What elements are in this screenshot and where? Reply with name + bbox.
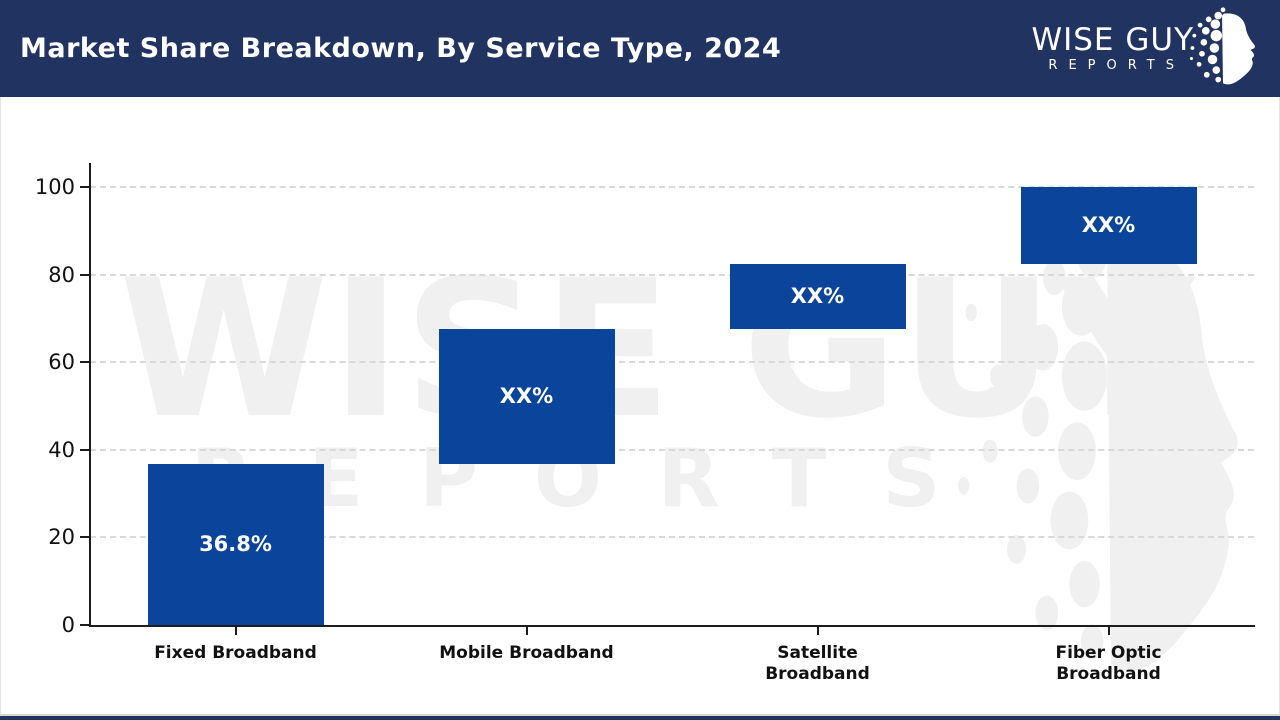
gridline-40 [90,448,1254,451]
bar-satellite-broadband: XX% [729,263,906,329]
y-tick-mark [80,186,89,188]
gridline-80 [90,273,1254,276]
logo-wordmark-line2: REPORTS [1048,57,1186,73]
gridline-20 [90,536,1254,539]
x-tick-mark [234,627,237,635]
footer-divider [0,714,1280,716]
x-axis [89,625,1255,627]
bar-value-label: XX% [790,284,845,309]
bar-mobile-broadband: XX% [438,328,615,464]
gridline-100 [90,186,1254,188]
x-category-label: Mobile Broadband [407,643,647,664]
x-category-label-line: Satellite [777,643,858,663]
gridline-60 [90,361,1254,364]
y-tick-mark [80,536,89,539]
bar-fiber-optic-broadband: XX% [1020,187,1197,264]
header: Market Share Breakdown, By Service Type,… [0,0,1280,97]
x-category-label-line: Mobile Broadband [439,643,614,663]
y-tick-label: 20 [48,525,75,550]
page-title: Market Share Breakdown, By Service Type,… [20,33,782,64]
y-tick-mark [80,624,89,626]
x-category-label: Satellite Broadband [698,643,938,685]
footer-bar [0,716,1280,720]
x-category-label-line: Fiber Optic [1055,643,1162,663]
bar-fixed-broadband: 36.8% [147,463,324,625]
wise-guy-logo: WISE GUY REPORTS [1031,6,1266,92]
x-category-label-line: Broadband [765,664,870,684]
x-tick-mark [816,627,819,635]
y-tick-label: 80 [48,262,75,287]
y-tick-mark [80,448,89,451]
chart-area: WISE GUY REPORTS 36.8% XX% XX% XX% 0 20 40 60 8… [0,97,1280,714]
x-category-label-line: Broadband [1056,664,1161,684]
bar-value-label: XX% [1081,213,1136,238]
y-tick-mark [80,361,89,364]
logo-wordmark: WISE GUY REPORTS [1031,24,1194,73]
logo-wordmark-line1: WISE GUY [1031,22,1194,59]
plot: 36.8% XX% XX% XX% [90,186,1254,625]
x-category-label: Fiber Optic Broadband [989,643,1229,685]
y-tick-label: 0 [61,613,75,637]
y-tick-label: 40 [48,437,75,462]
x-tick-mark [525,627,528,635]
x-tick-mark [1107,627,1110,635]
y-tick-mark [80,273,89,276]
x-category-label: Fixed Broadband [116,643,356,664]
bar-value-label: XX% [499,384,554,409]
x-category-label-line: Fixed Broadband [154,643,317,663]
bar-value-label: 36.8% [199,532,272,557]
y-tick-label: 60 [48,350,75,375]
y-tick-label: 100 [34,175,75,199]
logo-face-icon [1189,6,1256,84]
